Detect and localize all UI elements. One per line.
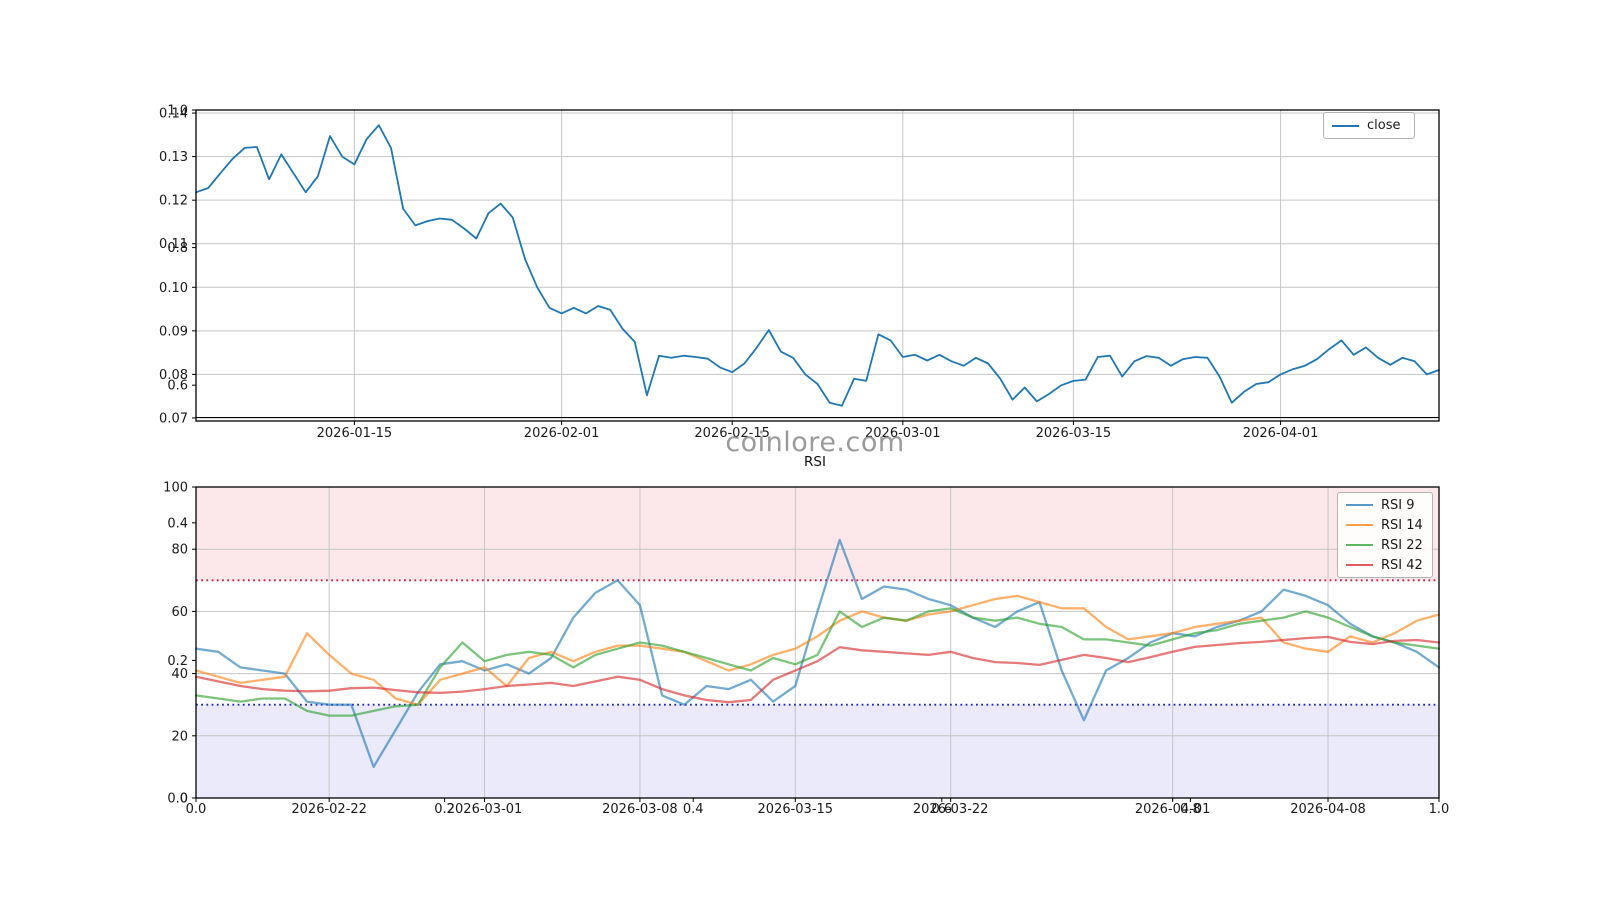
series-rsi-42 bbox=[194, 635, 1441, 704]
y-tick-label: 20 bbox=[171, 729, 188, 744]
overlay-ticks: 0.0 0.2 0.4 0.6 0.8 1.0 1.0 0.8 0.6 0.4 0.2 0.0 bbox=[167, 104, 1449, 818]
overlay-y-tick-label: 0.8 bbox=[167, 241, 188, 256]
x-tick-label: 2026-04-01 bbox=[1243, 426, 1319, 441]
y-tick-label: 0.10 bbox=[159, 281, 188, 296]
legend-item-rsi-22: RSI 22 bbox=[1346, 538, 1424, 553]
y-tick-label: 0.12 bbox=[159, 194, 188, 209]
x-tick-label: 2026-02-22 bbox=[291, 802, 367, 817]
close-line-swatch bbox=[1332, 124, 1359, 127]
x-tick-label: 2026-02-01 bbox=[524, 426, 600, 441]
x-tick-label: 2026-03-08 bbox=[602, 802, 678, 817]
legend-label: RSI 14 bbox=[1381, 517, 1423, 533]
legend-label: RSI 9 bbox=[1381, 497, 1415, 513]
rsi-14-line-swatch bbox=[1346, 524, 1373, 526]
price-legend: close bbox=[1323, 112, 1415, 139]
y-tick-label: 0.11 bbox=[159, 237, 188, 252]
x-tick-label: 2026-02-15 bbox=[694, 426, 770, 441]
rsi-chart: 0 20 40 60 80 100 2026-02-22 2026-03-01 2026-03-… bbox=[163, 481, 1441, 818]
overlay-x-tick-label: 0.8 bbox=[1180, 802, 1201, 817]
rsi-42-line-swatch bbox=[1346, 564, 1373, 566]
overlay-y-tick-label: 1.0 bbox=[167, 104, 188, 119]
rsi-chart-title: RSI bbox=[804, 454, 826, 470]
overlay-x-tick-label: 1.0 bbox=[1429, 802, 1450, 817]
price-chart: 0.07 0.08 0.09 0.10 0.11 0.12 0.13 0.14 2026-01-… bbox=[159, 107, 1440, 441]
tick-labels: 0 20 40 60 80 100 2026-02-22 2026-03-01 2026-03-… bbox=[163, 481, 1366, 818]
y-tick-label: 60 bbox=[171, 605, 188, 620]
axes-frame bbox=[195, 486, 1440, 799]
gridlines bbox=[196, 110, 1439, 421]
rsi-22-line-swatch bbox=[1346, 544, 1373, 546]
y-tick-label: 40 bbox=[171, 667, 188, 682]
x-tick-label: 2026-04-01 bbox=[1135, 802, 1211, 817]
watermark: coinlore.com bbox=[725, 427, 905, 458]
rsi-legend: RSI 9 RSI 14 RSI 22 RSI 42 bbox=[1337, 492, 1433, 578]
x-tick-label: 2026-03-15 bbox=[758, 802, 834, 817]
x-tick-label: 2026-03-01 bbox=[447, 802, 523, 817]
y-tick-label: 80 bbox=[171, 543, 188, 558]
y-tick-label: 0.14 bbox=[159, 107, 188, 122]
overlay-x-tick-label: 0.4 bbox=[683, 802, 704, 817]
legend-item-rsi-14: RSI 14 bbox=[1346, 518, 1424, 533]
overlay-x-tick-label: 0.2 bbox=[434, 802, 455, 817]
x-tick-label: 2026-03-22 bbox=[913, 802, 989, 817]
y-tick-label: 0.07 bbox=[159, 411, 188, 426]
axes-frame bbox=[195, 109, 1440, 422]
legend-item-rsi-9: RSI 9 bbox=[1346, 498, 1424, 513]
overlay-y-tick-label: 0.2 bbox=[167, 654, 188, 669]
y-tick-label: 0.09 bbox=[159, 324, 188, 339]
overbought-zone bbox=[196, 487, 1439, 581]
legend-label: RSI 42 bbox=[1381, 557, 1423, 573]
overlay-axis-labels: 0.0 0.2 0.4 0.6 0.8 1.0 1.0 0.8 0.6 0.4 0.2 0.0 bbox=[167, 104, 1449, 818]
series-close bbox=[195, 124, 1440, 407]
overlay-y-tick-label: 0.4 bbox=[167, 516, 188, 531]
x-tick-label: 2026-03-15 bbox=[1036, 426, 1112, 441]
y-tick-label: 100 bbox=[163, 481, 188, 496]
overlay-x-tick-label: 0.0 bbox=[186, 802, 207, 817]
oversold-zone bbox=[196, 704, 1439, 798]
rsi-9-line-swatch bbox=[1346, 504, 1373, 506]
y-tick-label: 0.13 bbox=[159, 150, 188, 165]
legend-item-rsi-42: RSI 42 bbox=[1346, 558, 1424, 573]
legend-label: close bbox=[1367, 118, 1401, 133]
x-tick-label: 2026-01-15 bbox=[317, 426, 393, 441]
series-rsi-22 bbox=[194, 607, 1441, 717]
y-tick-label: 0 bbox=[180, 792, 188, 807]
x-tick-label: 2026-03-01 bbox=[865, 426, 941, 441]
overlay-x-tick-label: 0.6 bbox=[931, 802, 952, 817]
y-tick-label: 0.08 bbox=[159, 368, 188, 383]
legend-item-close: close bbox=[1332, 118, 1406, 133]
overlay-y-tick-label: 0.6 bbox=[167, 379, 188, 394]
tick-labels: 0.07 0.08 0.09 0.10 0.11 0.12 0.13 0.14 2026-01-… bbox=[159, 107, 1318, 441]
overlay-y-tick-label: 0.0 bbox=[167, 792, 188, 807]
legend-label: RSI 22 bbox=[1381, 537, 1423, 553]
series-rsi-14 bbox=[194, 594, 1441, 706]
x-tick-label: 2026-04-08 bbox=[1290, 802, 1366, 817]
